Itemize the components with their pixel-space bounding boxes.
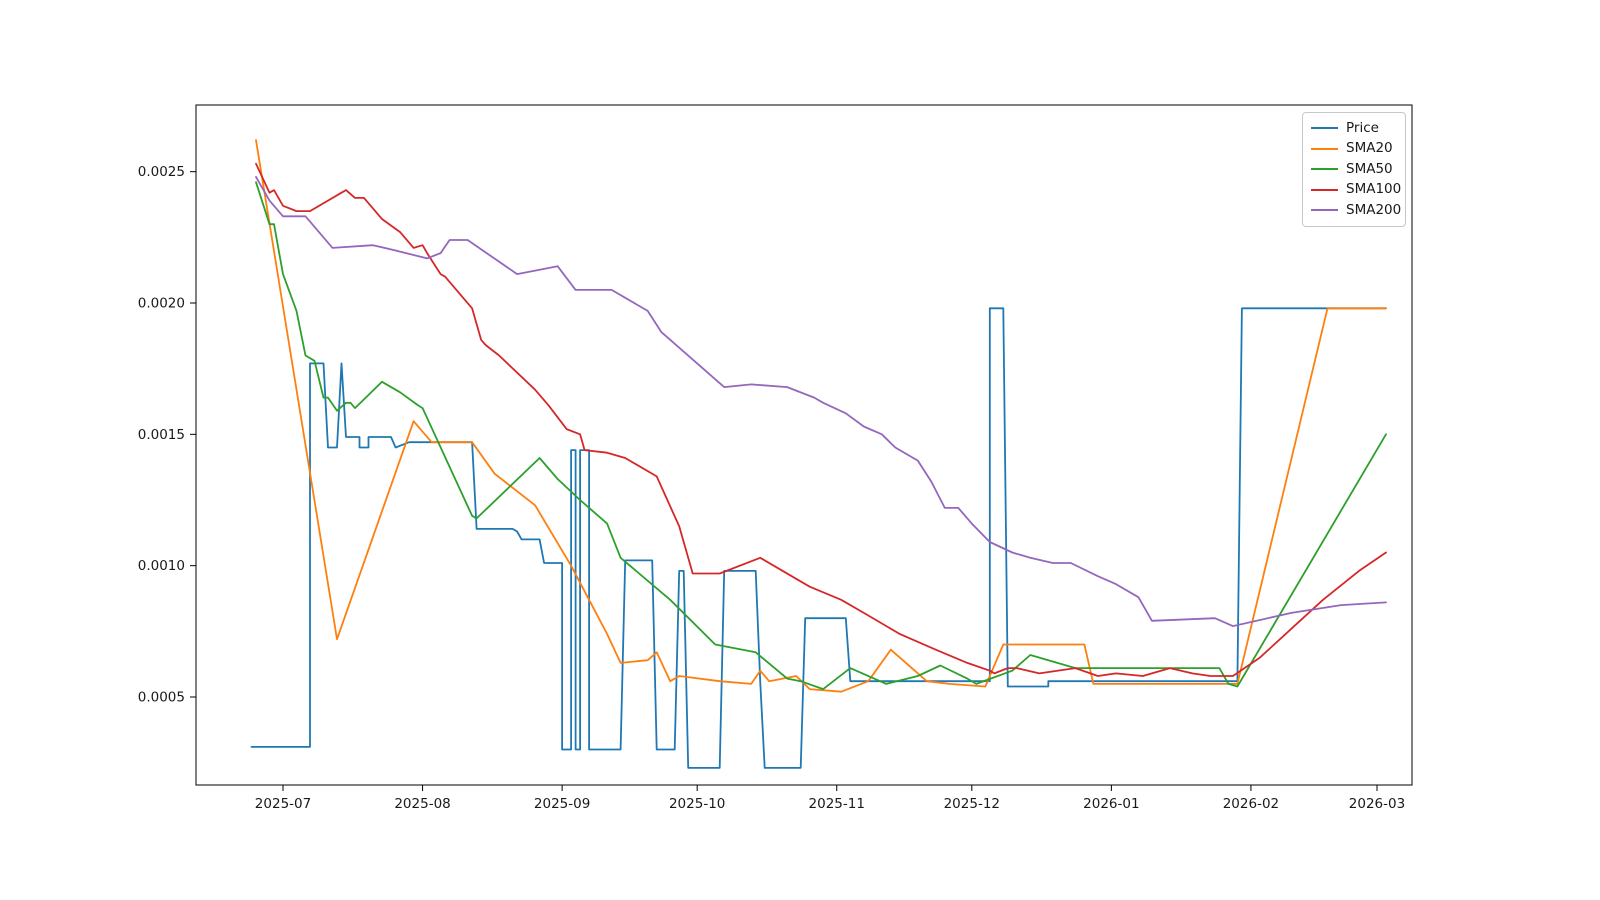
x-tick-label: 2025-09	[534, 796, 590, 812]
x-tick-label: 2026-03	[1349, 796, 1405, 812]
y-tick-label: 0.0010	[138, 558, 185, 574]
legend-item-sma50: SMA50	[1311, 159, 1397, 180]
series-line-sma20	[255, 139, 1387, 693]
x-tick-label: 2026-01	[1083, 796, 1139, 812]
y-tick-label: 0.0020	[138, 296, 185, 312]
y-tick-label: 0.0005	[138, 690, 185, 706]
series-line-sma200	[255, 175, 1387, 627]
legend-line-sample-sma50	[1311, 168, 1338, 171]
chart-legend: Price SMA20 SMA50 SMA100 SMA200	[1302, 112, 1406, 227]
legend-label: SMA100	[1346, 181, 1402, 197]
x-tick-label: 2025-08	[394, 796, 450, 812]
legend-line-sample-price	[1311, 127, 1338, 130]
series-line-sma50	[255, 181, 1387, 690]
legend-label: SMA20	[1346, 140, 1393, 156]
legend-line-sample-sma100	[1311, 188, 1338, 191]
legend-line-sample-sma200	[1311, 209, 1338, 212]
y-tick-label: 0.0025	[138, 164, 185, 180]
legend-label: SMA50	[1346, 160, 1393, 177]
x-tick-label: 2025-11	[809, 796, 865, 812]
x-tick-label: 2025-12	[944, 796, 1000, 812]
series-line-price	[250, 307, 1387, 769]
legend-item-sma200: SMA200	[1311, 200, 1401, 221]
legend-label: SMA200	[1346, 201, 1402, 218]
legend-label: Price	[1346, 119, 1379, 136]
legend-item-price: Price	[1311, 118, 1397, 139]
legend-item-sma100: SMA100	[1311, 180, 1401, 201]
x-tick-label: 2025-10	[669, 796, 725, 812]
plot-border	[195, 104, 1413, 786]
x-tick-label: 2025-07	[255, 796, 311, 812]
y-tick-label: 0.0015	[138, 427, 185, 443]
x-tick-label: 2026-02	[1223, 796, 1279, 812]
series-line-sma100	[255, 162, 1387, 677]
legend-line-sample-sma20	[1311, 147, 1338, 150]
legend-item-sma20: SMA20	[1311, 139, 1397, 160]
